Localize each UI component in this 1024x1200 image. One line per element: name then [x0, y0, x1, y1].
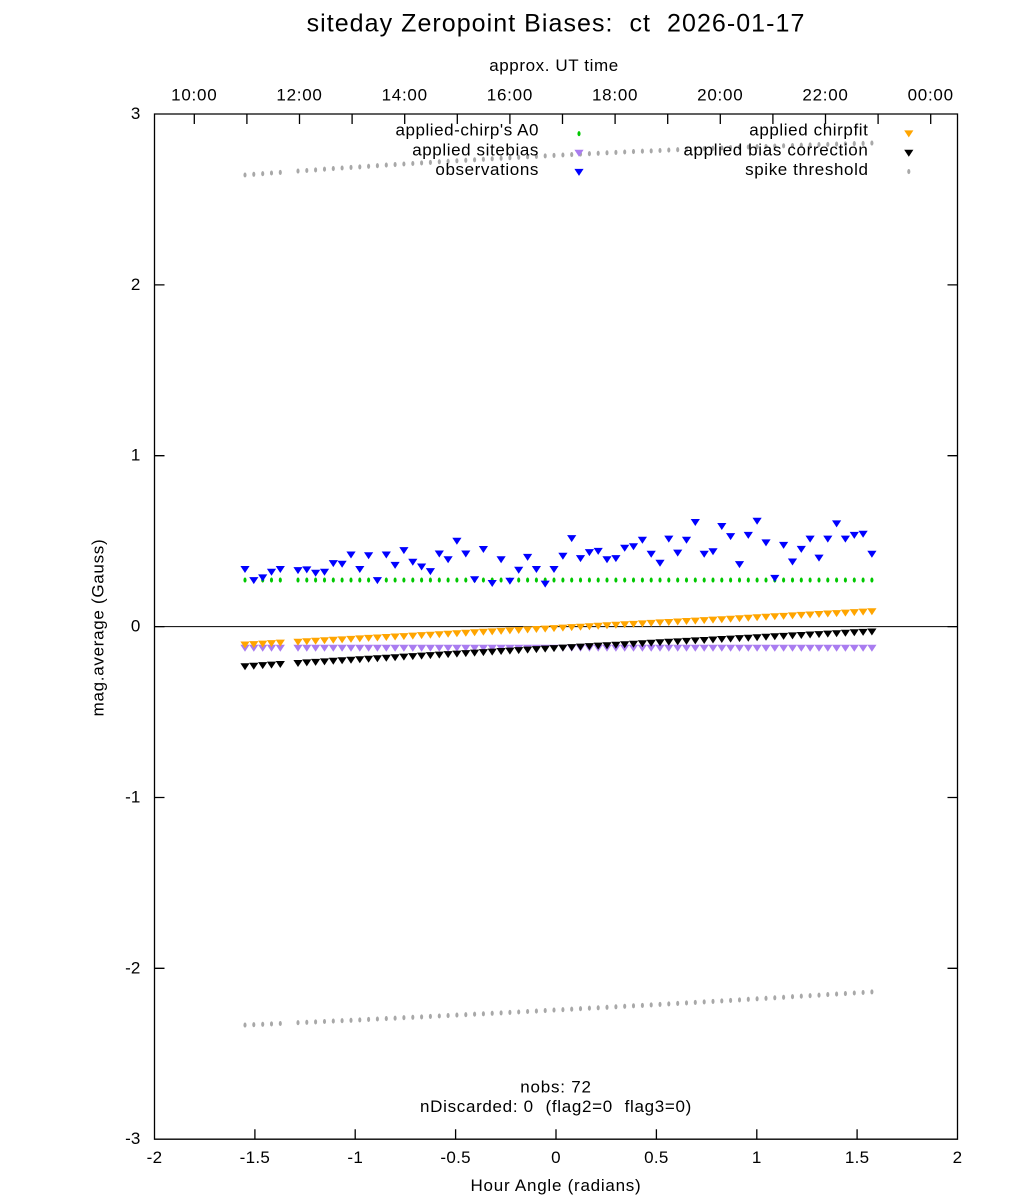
svg-text:3: 3 [131, 104, 140, 123]
svg-text:applied bias correction: applied bias correction [683, 141, 868, 160]
svg-text:nobs: 72: nobs: 72 [520, 1078, 592, 1097]
svg-text:observations: observations [435, 160, 539, 179]
svg-text:applied-chirp's A0: applied-chirp's A0 [395, 121, 539, 140]
svg-text:applied chirpfit: applied chirpfit [749, 121, 868, 140]
svg-text:10:00: 10:00 [171, 86, 217, 105]
svg-text:0: 0 [551, 1148, 561, 1167]
svg-text:applied sitebias: applied sitebias [412, 141, 539, 160]
svg-text:siteday Zeropoint Biases: ct: siteday Zeropoint Biases: ct 2026-01-17 [307, 10, 806, 38]
svg-text:Hour Angle (radians): Hour Angle (radians) [471, 1176, 642, 1195]
svg-text:-2: -2 [147, 1148, 163, 1167]
svg-text:20:00: 20:00 [697, 86, 743, 105]
svg-text:1.5: 1.5 [845, 1148, 870, 1167]
svg-text:nDiscarded: 0 (flag2=0 flag3: nDiscarded: 0 (flag2=0 flag3=0) [420, 1097, 692, 1116]
svg-text:mag.average (Gauss): mag.average (Gauss) [89, 539, 108, 717]
svg-text:-2: -2 [125, 958, 140, 977]
svg-text:-3: -3 [125, 1129, 140, 1148]
svg-text:1: 1 [752, 1148, 762, 1167]
svg-text:-1.5: -1.5 [240, 1148, 271, 1167]
svg-text:18:00: 18:00 [592, 86, 638, 105]
svg-text:-1: -1 [125, 787, 140, 806]
svg-text:approx. UT time: approx. UT time [489, 56, 619, 75]
svg-text:0: 0 [131, 617, 140, 636]
svg-text:0.5: 0.5 [644, 1148, 669, 1167]
svg-text:2: 2 [953, 1148, 963, 1167]
svg-text:22:00: 22:00 [802, 86, 848, 105]
svg-text:14:00: 14:00 [382, 86, 428, 105]
svg-text:16:00: 16:00 [487, 86, 533, 105]
svg-text:1: 1 [131, 446, 140, 465]
svg-text:-0.5: -0.5 [440, 1148, 471, 1167]
svg-text:spike threshold: spike threshold [745, 160, 868, 179]
svg-text:-1: -1 [347, 1148, 363, 1167]
svg-text:12:00: 12:00 [276, 86, 322, 105]
svg-text:00:00: 00:00 [908, 86, 954, 105]
svg-text:2: 2 [131, 275, 140, 294]
